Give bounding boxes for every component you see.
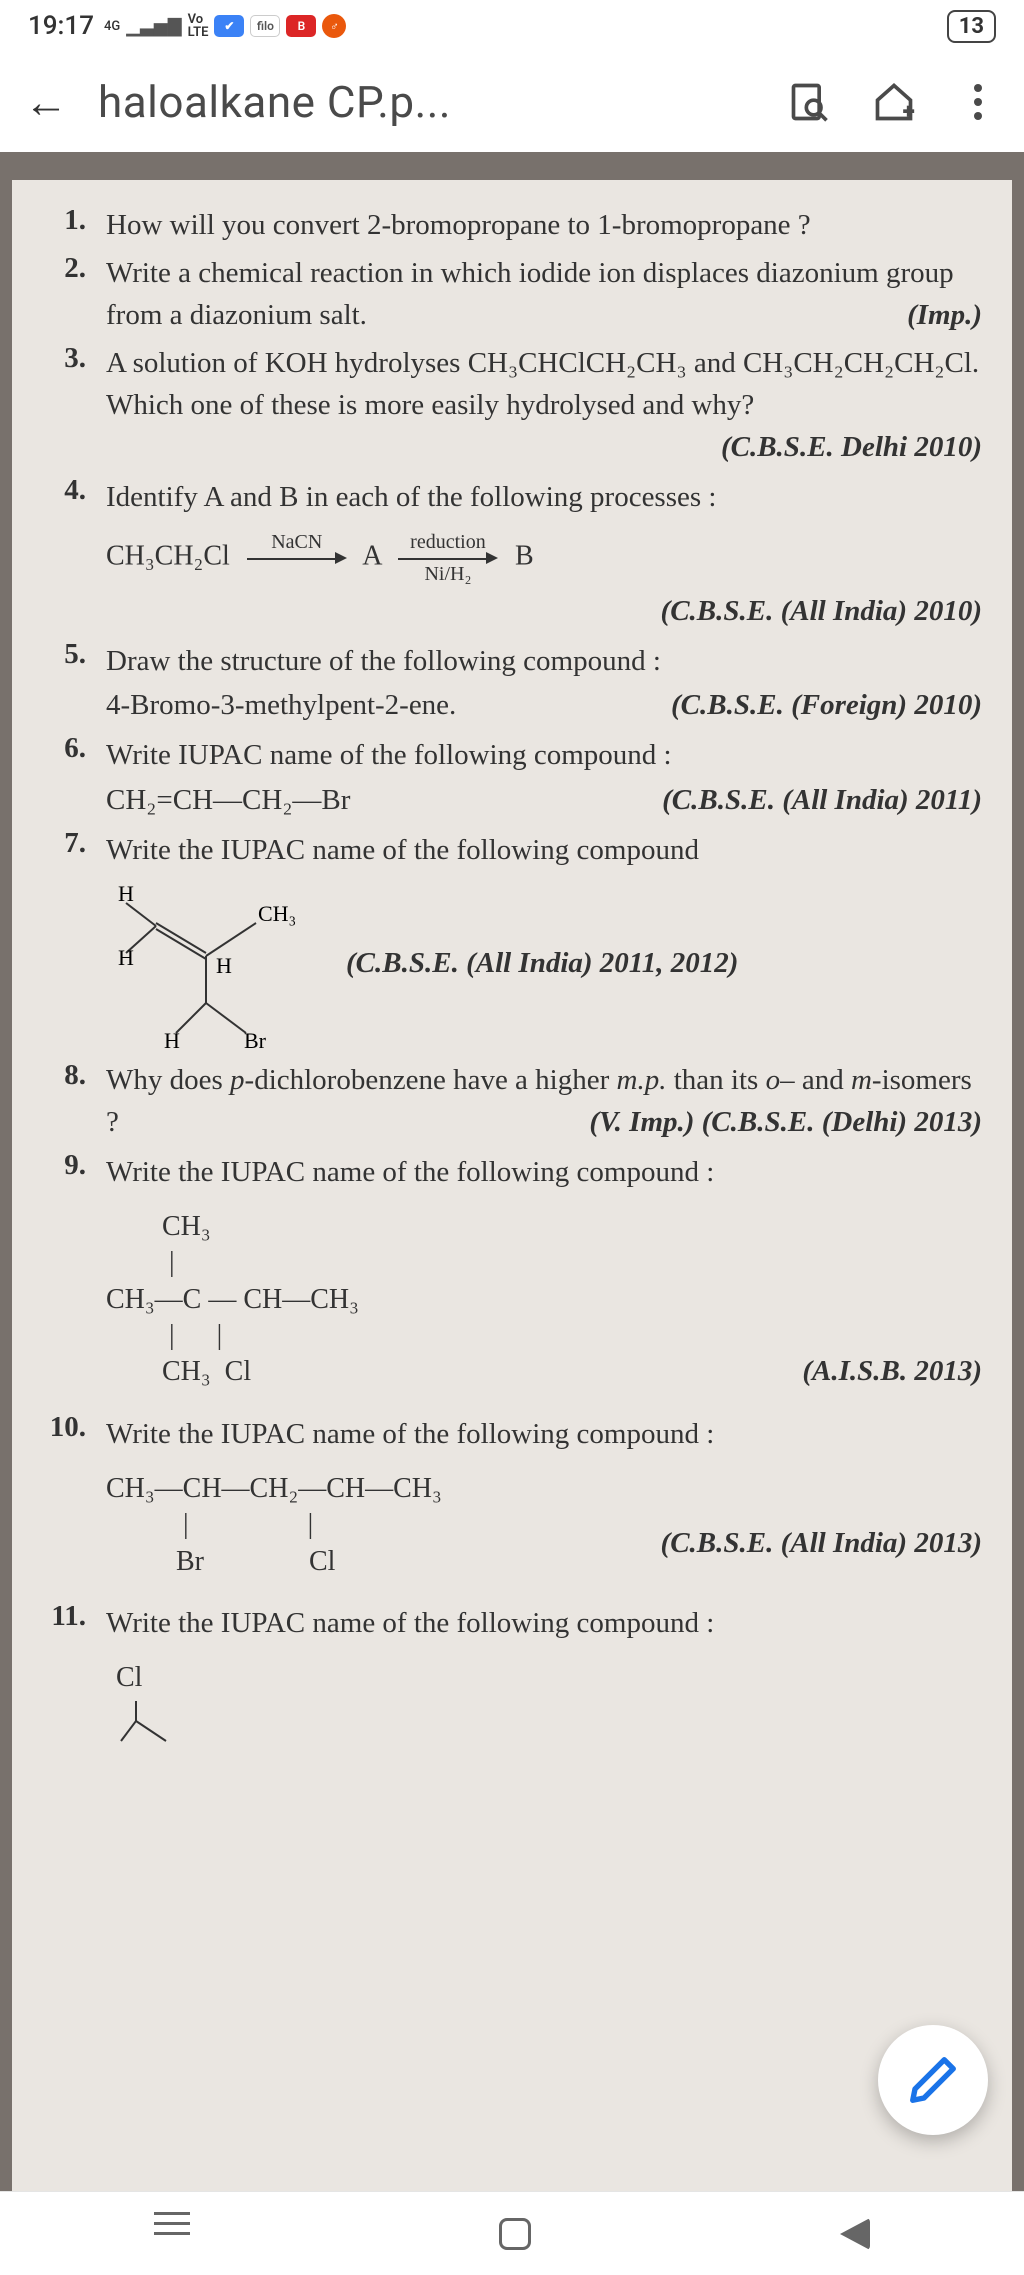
document-title: haloalkane CP.p... (98, 76, 758, 128)
signal-icon: ▁▃▅▇ (126, 16, 181, 37)
question-text: Write the IUPAC name of the following co… (106, 1411, 982, 1594)
question-text: Write the IUPAC name of the following co… (106, 1600, 982, 1771)
q-num: 8. (42, 1059, 86, 1143)
net-4g-icon: 4G (104, 20, 120, 33)
back-button[interactable]: ← (24, 76, 68, 128)
q-num: 7. (42, 827, 86, 1053)
source-ref: (C.B.S.E. (All India) 2011) (662, 779, 982, 821)
question-text: A solution of KOH hydrolyses CH₃CHClCH₂C… (106, 342, 982, 468)
question-text: Write the IUPAC name of the following co… (106, 827, 982, 1053)
source-ref: (V. Imp.) (C.B.S.E. (Delhi) 2013) (589, 1101, 982, 1143)
chem-structure-7: H H CH₃ H H Br (106, 873, 306, 1053)
back-button-nav[interactable] (840, 2218, 870, 2250)
question-text: Why does p-dichlorobenzene have a higher… (106, 1059, 982, 1143)
source-ref: (C.B.S.E. (All India) 2011, 2012) (346, 942, 738, 984)
chem-reaction: CH₃CH₂Cl NaCN A reductionNi/H₂ B (106, 532, 982, 584)
chem-structure-11: Cl (116, 1660, 982, 1757)
svg-text:H: H (118, 945, 134, 970)
q-num: 2. (42, 252, 86, 336)
android-nav-bar (0, 2191, 1024, 2275)
svg-text:CH₃: CH₃ (258, 901, 296, 926)
svg-text:H: H (216, 953, 232, 978)
battery-level: 13 (947, 10, 996, 43)
question-text: Write IUPAC name of the following compou… (106, 732, 982, 820)
app-icon-filo: filo (250, 15, 280, 37)
more-menu-icon[interactable] (956, 80, 1000, 124)
document-viewport[interactable]: 1. How will you convert 2-bromopropane t… (0, 152, 1024, 2191)
q-num: 1. (42, 204, 86, 246)
q-num: 6. (42, 732, 86, 820)
q-num: 3. (42, 342, 86, 468)
question-text: Identify A and B in each of the followin… (106, 474, 982, 632)
app-icon-4: ♂ (322, 14, 346, 38)
svg-text:H: H (164, 1028, 180, 1053)
question-text: Write a chemical reaction in which iodid… (106, 252, 982, 336)
question-text: Draw the structure of the following comp… (106, 638, 982, 726)
document-page: 1. How will you convert 2-bromopropane t… (12, 180, 1012, 2191)
source-ref: (C.B.S.E. (All India) 2010) (106, 590, 982, 632)
app-toolbar: ← haloalkane CP.p... (0, 52, 1024, 152)
question-text: How will you convert 2-bromopropane to 1… (106, 204, 982, 246)
chem-structure-9: CH₃ |CH₃—C — CH—CH₃ | | CH₃ Cl (A.I.S.B.… (106, 1209, 982, 1391)
status-bar: 19:17 4G ▁▃▅▇ VoLTE ✔ filo B ♂ 13 (0, 0, 1024, 52)
edit-fab-button[interactable] (878, 2025, 988, 2135)
source-ref: (A.I.S.B. 2013) (802, 1353, 982, 1391)
source-ref: (Imp.) (907, 294, 982, 336)
q-num: 9. (42, 1149, 86, 1405)
question-text: Write the IUPAC name of the following co… (106, 1149, 982, 1405)
source-ref: (C.B.S.E. (All India) 2013) (661, 1525, 982, 1563)
svg-text:Br: Br (244, 1028, 267, 1053)
status-time: 19:17 (28, 11, 94, 41)
app-icon-1: ✔ (214, 15, 244, 37)
q-num: 4. (42, 474, 86, 632)
q-num: 11. (42, 1600, 86, 1771)
home-button[interactable] (499, 2218, 531, 2250)
app-icon-3: B (286, 15, 316, 37)
source-ref: (C.B.S.E. (Foreign) 2010) (671, 684, 982, 726)
find-icon[interactable] (788, 80, 832, 124)
q-num: 5. (42, 638, 86, 726)
q-num: 10. (42, 1411, 86, 1594)
volte-icon: VoLTE (188, 13, 209, 39)
recents-button[interactable] (154, 2212, 190, 2256)
source-ref: (C.B.S.E. Delhi 2010) (721, 426, 982, 468)
svg-text:H: H (118, 881, 134, 906)
chem-structure-10: CH₃—CH—CH₂—CH—CH₃ | | Br Cl (C.B.S.E. (A… (106, 1471, 982, 1580)
home-add-icon[interactable] (872, 80, 916, 124)
